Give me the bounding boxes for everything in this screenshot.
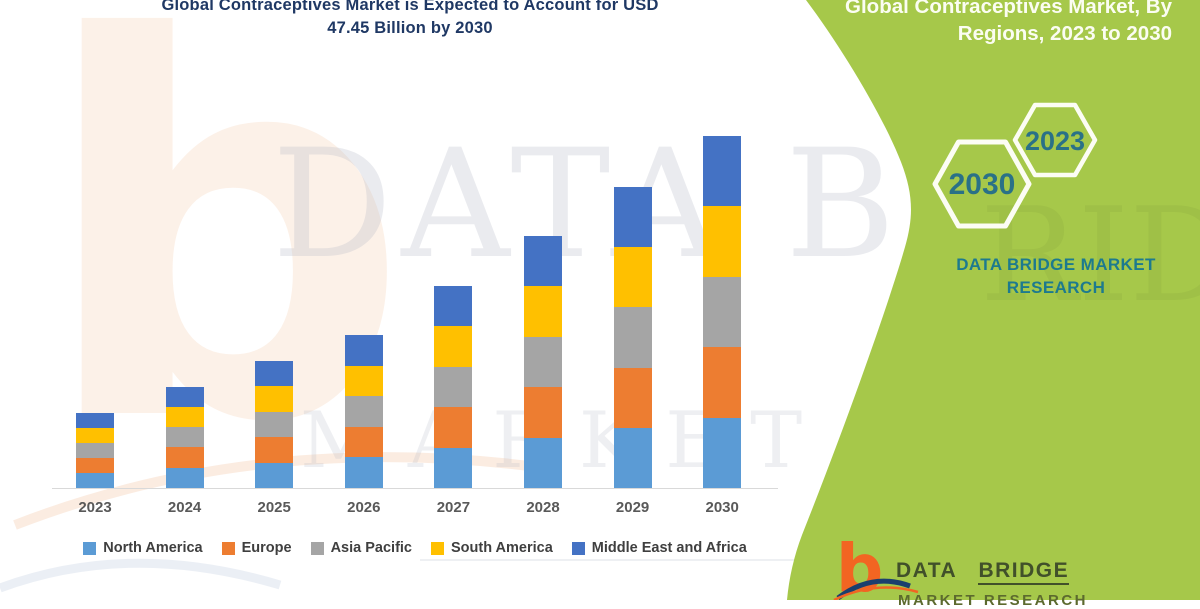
legend-item-middle-east-and-africa: Middle East and Africa <box>571 540 747 556</box>
hexagon-2023-outline <box>1012 102 1098 178</box>
side-panel-title: Global Contraceptives Market, By Regions… <box>820 0 1186 47</box>
chart-legend: North America Europe Asia Pacific South Ame… <box>20 540 810 556</box>
hexagon-2023-label: 2023 <box>1025 126 1085 156</box>
hexagon-2030-outline <box>932 139 1032 229</box>
chart-title: Global Contraceptives Market is Expected… <box>30 0 790 40</box>
bar-segment-asia-pacific <box>344 396 383 427</box>
chart-title-line2: 47.45 Billion by 2030 <box>327 19 493 37</box>
footer-logo-word2: BRIDGE <box>978 559 1070 585</box>
side-panel-title-line1: Global Contraceptives Market, By <box>845 0 1172 18</box>
bar-segment-north-america <box>613 427 652 488</box>
bar-segment-europe <box>434 407 473 448</box>
bar-segment-middle-east-and-africa <box>434 286 473 327</box>
x-axis-label-2030: 2030 <box>705 499 739 516</box>
bar-segment-south-america <box>524 286 562 337</box>
bar-segment-asia-pacific <box>524 336 562 388</box>
bar-segment-middle-east-and-africa <box>76 412 114 428</box>
bar-segment-middle-east-and-africa <box>165 386 204 407</box>
legend-item-south-america: South America <box>431 540 553 556</box>
side-panel-brand: DATA BRIDGE MARKET RESEARCH <box>900 253 1200 299</box>
footer-logo-b-icon: b <box>836 530 884 607</box>
bar-segment-south-america <box>434 326 473 367</box>
legend-item-north-america: North America <box>83 540 203 556</box>
bar-segment-south-america <box>703 206 742 277</box>
bar-segment-asia-pacific <box>703 276 742 348</box>
bar-segment-south-america <box>613 247 652 308</box>
bar-segment-south-america <box>255 386 294 412</box>
side-panel-title-line2: Regions, 2023 to 2030 <box>957 22 1172 45</box>
bar-segment-europe <box>613 367 652 428</box>
legend-label: Middle East and Africa <box>591 540 747 556</box>
bar-segment-south-america <box>344 365 383 397</box>
side-panel-brand-line2: RESEARCH <box>1006 278 1106 297</box>
bar-2030 <box>703 136 742 488</box>
legend-label: North America <box>103 540 203 556</box>
legend-item-asia-pacific: Asia Pacific <box>310 540 412 556</box>
footer-logo-subtext: MARKET RESEARCH <box>898 592 1089 609</box>
legend-swatch-icon <box>83 541 97 555</box>
bar-2029 <box>613 187 652 488</box>
bar-segment-europe <box>524 387 562 438</box>
bar-segment-north-america <box>703 417 742 488</box>
legend-label: Asia Pacific <box>330 540 412 556</box>
footer-logo-word1: DATA <box>896 559 957 582</box>
bar-segment-middle-east-and-africa <box>255 361 294 387</box>
bar-segment-middle-east-and-africa <box>344 335 383 366</box>
legend-item-europe: Europe <box>221 540 292 556</box>
bar-segment-south-america <box>165 406 204 428</box>
hexagon-badges: 2030 2023 <box>932 102 1098 229</box>
footer-logo-text: DATA BRIDGE <box>896 559 1070 585</box>
chart-title-line1: Global Contraceptives Market is Expected… <box>161 0 659 14</box>
bar-2028 <box>524 236 562 488</box>
legend-swatch-icon <box>310 541 324 555</box>
bar-segment-middle-east-and-africa <box>524 236 562 287</box>
bar-segment-asia-pacific <box>613 307 652 368</box>
x-axis-label-2029: 2029 <box>615 499 650 516</box>
legend-label: Europe <box>241 540 292 556</box>
bar-segment-asia-pacific <box>165 427 204 448</box>
bar-segment-middle-east-and-africa <box>613 187 652 248</box>
hexagon-2030-label: 2030 <box>949 168 1016 201</box>
legend-swatch-icon <box>571 541 585 555</box>
side-panel-brand-line1: DATA BRIDGE MARKET <box>956 255 1156 274</box>
legend-swatch-icon <box>221 541 235 555</box>
legend-swatch-icon <box>431 541 444 555</box>
bar-segment-south-america <box>76 427 114 443</box>
legend-label: South America <box>451 540 553 556</box>
bar-segment-asia-pacific <box>434 366 473 408</box>
stacked-bar-plot <box>76 136 742 488</box>
bar-segment-europe <box>703 347 742 418</box>
bar-segment-middle-east-and-africa <box>703 136 742 207</box>
bar-segment-asia-pacific <box>255 411 294 438</box>
